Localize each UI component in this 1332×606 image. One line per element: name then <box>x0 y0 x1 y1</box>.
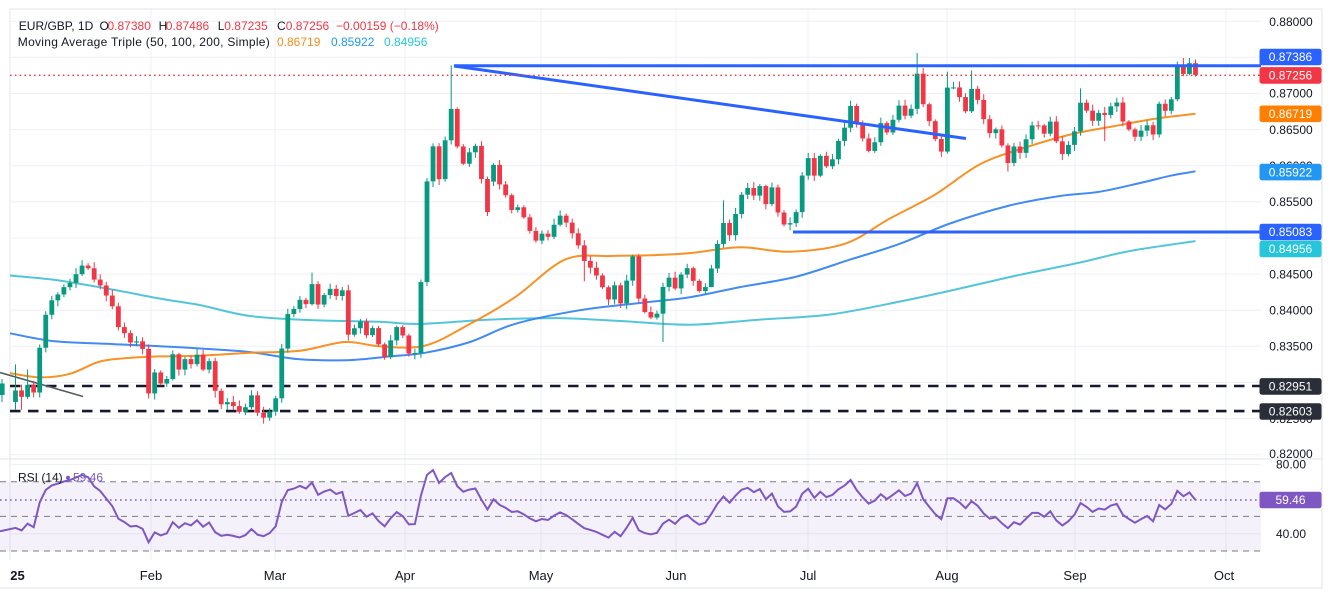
svg-text:0.83500: 0.83500 <box>1269 340 1313 354</box>
svg-text:59.46: 59.46 <box>1275 493 1305 507</box>
svg-text:25: 25 <box>10 568 24 583</box>
svg-text:EUR/GBP, 1D: EUR/GBP, 1D <box>19 19 94 33</box>
svg-text:0.82951: 0.82951 <box>1269 380 1313 394</box>
svg-text:0.86500: 0.86500 <box>1269 123 1313 137</box>
svg-text:0.87256: 0.87256 <box>286 19 330 33</box>
svg-text:59.46: 59.46 <box>73 471 103 485</box>
svg-text:C: C <box>277 19 286 33</box>
svg-text:0.85500: 0.85500 <box>1269 195 1313 209</box>
svg-text:0.86719: 0.86719 <box>277 35 321 49</box>
svg-text:0.82603: 0.82603 <box>1269 405 1313 419</box>
svg-text:0.84956: 0.84956 <box>384 35 428 49</box>
svg-text:0.82000: 0.82000 <box>1269 447 1313 461</box>
svg-text:0.87256: 0.87256 <box>1269 69 1313 83</box>
svg-text:0.87000: 0.87000 <box>1269 87 1313 101</box>
svg-text:L: L <box>218 19 225 33</box>
svg-text:0.87486: 0.87486 <box>166 19 210 33</box>
svg-text:H: H <box>159 19 168 33</box>
svg-text:0.85083: 0.85083 <box>1269 225 1313 239</box>
svg-text:Jun: Jun <box>666 568 687 583</box>
svg-text:May: May <box>529 568 554 583</box>
svg-text:Moving Average Triple (50, 100: Moving Average Triple (50, 100, 200, Sim… <box>18 35 270 49</box>
svg-text:0.87386: 0.87386 <box>1269 50 1313 64</box>
svg-text:40.00: 40.00 <box>1276 527 1306 541</box>
svg-text:Jul: Jul <box>800 568 817 583</box>
svg-text:0.88000: 0.88000 <box>1269 15 1313 29</box>
svg-text:RSI (14): RSI (14) <box>18 471 63 485</box>
svg-text:Feb: Feb <box>140 568 162 583</box>
svg-text:0.84956: 0.84956 <box>1269 242 1313 256</box>
svg-text:0.84500: 0.84500 <box>1269 267 1313 281</box>
svg-text:0.85922: 0.85922 <box>331 35 375 49</box>
svg-text:0.84000: 0.84000 <box>1269 303 1313 317</box>
svg-text:0.87380: 0.87380 <box>108 19 152 33</box>
svg-text:Aug: Aug <box>935 568 958 583</box>
svg-text:0.85922: 0.85922 <box>1269 165 1313 179</box>
svg-text:O: O <box>100 19 109 33</box>
svg-text:Oct: Oct <box>1214 568 1235 583</box>
svg-text:Sep: Sep <box>1063 568 1086 583</box>
svg-text:80.00: 80.00 <box>1276 458 1306 472</box>
svg-text:−0.00159 (−0.18%): −0.00159 (−0.18%) <box>336 19 439 33</box>
svg-text:0.86719: 0.86719 <box>1269 107 1313 121</box>
svg-text:0.87235: 0.87235 <box>224 19 268 33</box>
svg-text:Apr: Apr <box>395 568 416 583</box>
svg-text:Mar: Mar <box>264 568 287 583</box>
